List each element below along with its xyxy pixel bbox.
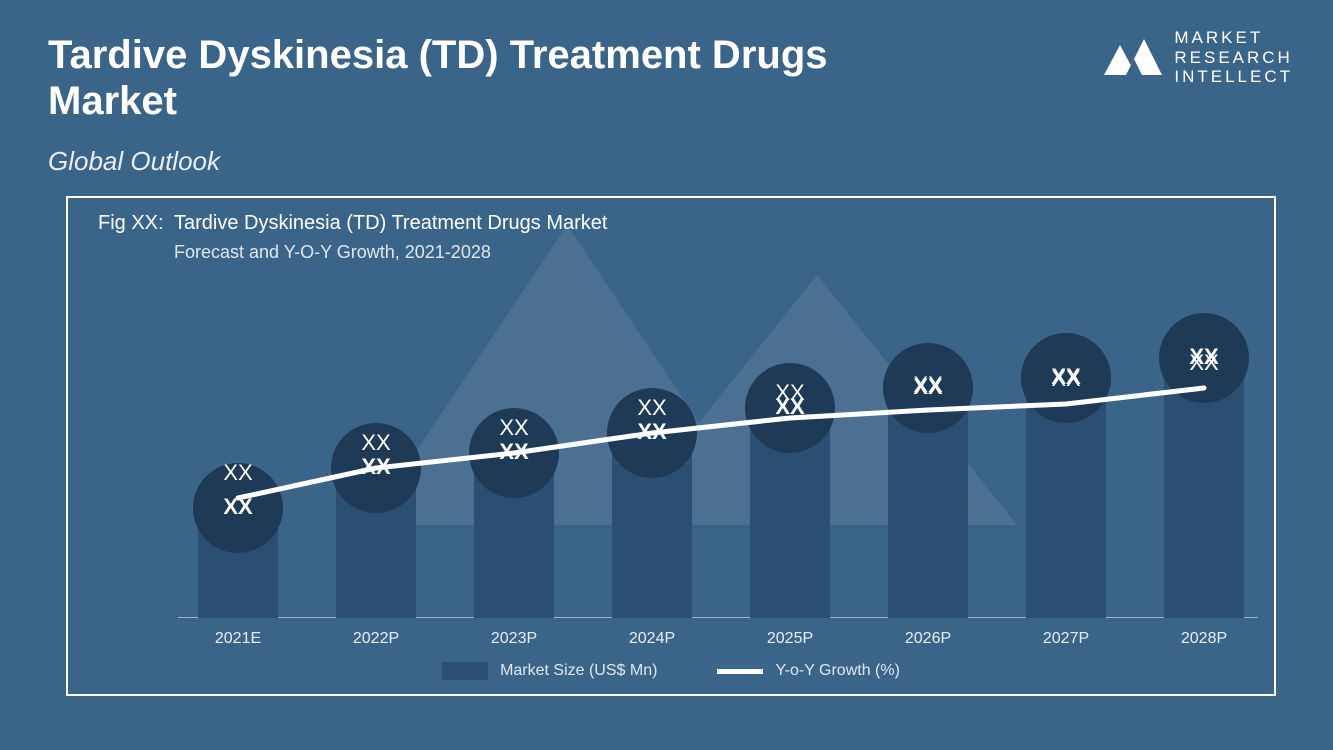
- line-value-label: XX: [775, 380, 804, 406]
- line-value-label: XX: [913, 372, 942, 398]
- chart-container: Fig XX: Tardive Dyskinesia (TD) Treatmen…: [66, 196, 1276, 696]
- bar-group: XX2024P: [612, 433, 692, 618]
- legend-line-label: Y-o-Y Growth (%): [775, 662, 899, 680]
- page-subtitle: Global Outlook: [48, 146, 220, 177]
- legend-item-line: Y-o-Y Growth (%): [717, 662, 899, 680]
- line-value-label: XX: [1189, 350, 1218, 376]
- figure-title: Tardive Dyskinesia (TD) Treatment Drugs …: [174, 212, 607, 235]
- x-axis-label: 2024P: [629, 630, 675, 648]
- x-axis-label: 2028P: [1181, 630, 1227, 648]
- line-value-label: XX: [361, 430, 390, 456]
- x-axis-label: 2026P: [905, 630, 951, 648]
- bar-value-label: XX: [361, 454, 390, 480]
- legend-bar-label: Market Size (US$ Mn): [500, 662, 657, 680]
- logo-mark-icon: [1104, 33, 1162, 81]
- logo-line3: INTELLECT: [1174, 67, 1293, 87]
- logo-text: MARKET RESEARCH INTELLECT: [1174, 28, 1293, 87]
- legend-line-swatch: [717, 669, 763, 674]
- plot-area: XX2021E XX2022P XX2023P XX2024P XX2025P XX202…: [178, 278, 1258, 618]
- legend: Market Size (US$ Mn) Y-o-Y Growth (%): [68, 662, 1274, 680]
- bar-value-label: XX: [637, 419, 666, 445]
- figure-label: Fig XX:: [98, 212, 164, 235]
- bar-group: XX2021E: [198, 508, 278, 618]
- brand-logo: MARKET RESEARCH INTELLECT: [1104, 28, 1293, 87]
- bar-group: XX2025P: [750, 408, 830, 618]
- legend-bar-swatch: [442, 662, 488, 680]
- bar-group: XX2022P: [336, 468, 416, 618]
- line-value-label: XX: [637, 395, 666, 421]
- bar-group: XX2028P: [1164, 358, 1244, 618]
- x-axis-label: 2027P: [1043, 630, 1089, 648]
- figure-subtitle: Forecast and Y-O-Y Growth, 2021-2028: [174, 242, 491, 263]
- bar-value-label: XX: [499, 439, 528, 465]
- page-title: Tardive Dyskinesia (TD) Treatment Drugs …: [48, 32, 948, 124]
- line-value-label: XX: [499, 415, 528, 441]
- bar-group: XX2026P: [888, 388, 968, 618]
- x-axis-label: 2023P: [491, 630, 537, 648]
- legend-item-bar: Market Size (US$ Mn): [442, 662, 657, 680]
- line-value-label: XX: [1051, 366, 1080, 392]
- bar-value-label: XX: [223, 494, 252, 520]
- x-axis-label: 2025P: [767, 630, 813, 648]
- x-axis-label: 2021E: [215, 630, 261, 648]
- logo-line1: MARKET: [1174, 28, 1293, 48]
- bar-group: XX2023P: [474, 453, 554, 618]
- x-axis-label: 2022P: [353, 630, 399, 648]
- line-value-label: XX: [223, 460, 252, 486]
- bar-group: XX2027P: [1026, 378, 1106, 618]
- logo-line2: RESEARCH: [1174, 48, 1293, 68]
